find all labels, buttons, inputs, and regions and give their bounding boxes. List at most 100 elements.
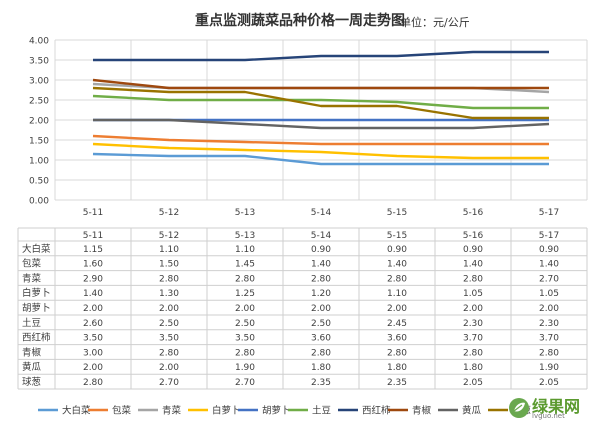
y-tick-label: 2.50 [29,97,49,107]
table-header-cell: 5-17 [539,231,559,241]
table-value-cell: 1.90 [539,363,559,373]
table-value-cell: 2.80 [387,274,407,284]
table-value-cell: 2.00 [539,304,559,314]
table-value-cell: 2.00 [83,304,103,314]
table-value-cell: 3.50 [159,334,179,344]
table-value-cell: 3.70 [539,334,559,344]
table-row-label: 胡萝卜 [22,302,51,314]
watermark-logo: 绿果网 lvguo.net [502,392,594,426]
table-value-cell: 2.45 [387,319,407,329]
table-value-cell: 1.10 [159,245,179,255]
table-value-cell: 2.80 [387,348,407,358]
table-value-cell: 0.90 [311,245,331,255]
table-value-cell: 1.80 [387,363,407,373]
watermark-url: lvguo.net [532,412,565,420]
table-row-label: 包菜 [22,258,42,270]
y-tick-label: 1.50 [29,137,49,147]
table-value-cell: 1.20 [311,289,331,299]
table-value-cell: 2.00 [83,363,103,373]
table-header-cell: 5-14 [311,231,332,241]
table-value-cell: 2.30 [463,319,483,329]
table-value-cell: 2.80 [311,274,331,284]
table-value-cell: 2.50 [159,319,179,329]
table-value-cell: 1.05 [463,289,483,299]
table-value-cell: 3.50 [235,334,255,344]
y-tick-label: 2.00 [29,117,49,127]
legend-label: 黄瓜 [462,405,482,417]
table-value-cell: 3.60 [311,334,331,344]
table-row-label: 大白菜 [22,243,51,255]
table-value-cell: 0.90 [539,245,559,255]
y-tick-label: 1.00 [29,157,49,167]
table-value-cell: 2.80 [539,348,559,358]
table-value-cell: 2.80 [235,348,255,358]
table-value-cell: 2.05 [539,378,559,388]
chart-title-text: 重点监测蔬菜品种价格一周走势图 [195,13,405,29]
series-line [92,78,549,90]
table-value-cell: 2.80 [159,274,179,284]
watermark-brand: 绿果网 [532,397,581,416]
table-value-cell: 1.80 [311,363,331,373]
table-value-cell: 2.35 [311,378,331,388]
x-tick-label: 5-15 [387,208,407,218]
legend-label: 胡萝卜 [262,405,291,417]
table-header-cell: 5-13 [235,231,255,241]
table-value-cell: 2.00 [311,304,331,314]
x-tick-label: 5-16 [463,208,484,218]
table-value-cell: 1.80 [463,363,483,373]
table-row-label: 土豆 [22,317,41,329]
table-value-cell: 3.50 [83,334,103,344]
series-line [92,152,549,166]
y-tick-label: 3.00 [29,77,49,87]
table-value-cell: 2.00 [159,304,179,314]
series-line [92,86,549,120]
table-value-cell: 2.80 [235,274,255,284]
table-row-label: 白萝卜 [22,287,51,299]
legend-label: 西红柿 [362,405,391,417]
table-header-cell: 5-15 [387,231,407,241]
table-value-cell: 1.40 [387,260,407,270]
table-value-cell: 2.35 [387,378,407,388]
x-tick-label: 5-13 [235,208,255,218]
leaf-logo-icon [509,398,529,418]
x-tick-label: 5-12 [159,208,179,218]
legend-label: 大白菜 [62,405,91,417]
table-value-cell: 2.50 [235,319,255,329]
table-value-cell: 2.70 [235,378,255,388]
table-value-cell: 2.00 [463,304,483,314]
chart-title: 重点监测蔬菜品种价格一周走势图 [0,10,600,30]
legend-label: 白萝卜 [212,405,241,417]
table-value-cell: 1.40 [463,260,483,270]
table-value-cell: 2.70 [159,378,179,388]
table-value-cell: 2.80 [463,274,483,284]
legend-label: 包菜 [112,405,132,417]
table-value-cell: 2.70 [539,274,559,284]
table-value-cell: 1.15 [83,245,103,255]
table-header-cell: 5-16 [463,231,484,241]
series-line [92,94,549,110]
table-value-cell: 2.50 [311,319,331,329]
table-value-cell: 3.60 [387,334,407,344]
table-value-cell: 2.60 [83,319,103,329]
series-line [93,50,549,62]
table-row-label: 球葱 [22,376,41,388]
table-row-label: 青椒 [22,346,42,358]
unit-label: 单位：元/公斤 [400,16,470,29]
table-value-cell: 1.50 [159,260,179,270]
table-value-cell: 2.30 [539,319,559,329]
table-value-cell: 2.00 [387,304,407,314]
table-value-cell: 1.60 [83,260,103,270]
table-value-cell: 2.90 [83,274,103,284]
legend-label: 青菜 [162,405,182,417]
table-value-cell: 2.05 [463,378,483,388]
x-tick-label: 5-17 [539,208,559,218]
table-value-cell: 1.10 [387,289,407,299]
x-tick-label: 5-11 [83,208,103,218]
y-tick-label: 0.00 [29,197,49,207]
y-tick-label: 0.50 [29,177,49,187]
series-line [93,118,550,130]
table-value-cell: 2.00 [235,304,255,314]
table-value-cell: 1.10 [235,245,255,255]
table-value-cell: 1.40 [83,289,103,299]
table-value-cell: 2.80 [159,348,179,358]
